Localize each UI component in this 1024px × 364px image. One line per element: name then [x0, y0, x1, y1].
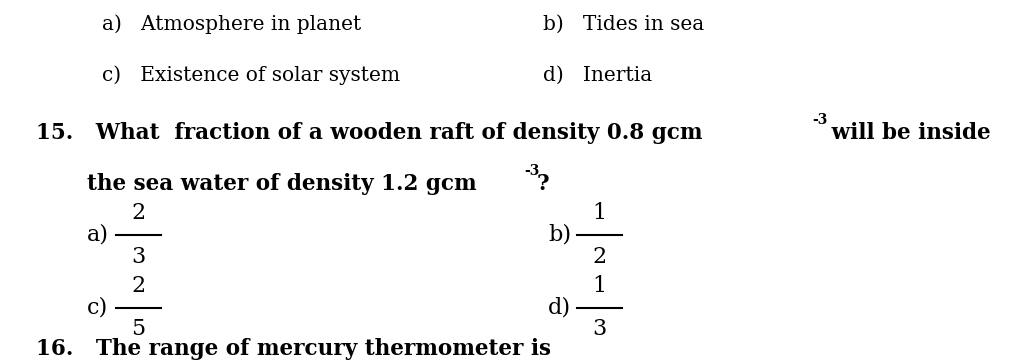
- Text: the sea water of density 1.2 gcm: the sea water of density 1.2 gcm: [87, 173, 476, 195]
- Text: -3: -3: [812, 113, 827, 127]
- Text: 2: 2: [131, 275, 145, 297]
- Text: d): d): [548, 297, 571, 318]
- Text: -3: -3: [524, 164, 540, 178]
- Text: 16.   The range of mercury thermometer is: 16. The range of mercury thermometer is: [36, 339, 551, 360]
- Text: 2: 2: [131, 202, 145, 224]
- Text: c)   Existence of solar system: c) Existence of solar system: [102, 66, 400, 85]
- Text: 3: 3: [131, 246, 145, 268]
- Text: 3: 3: [592, 318, 606, 340]
- Text: 15.   What  fraction of a wooden raft of density 0.8 gcm: 15. What fraction of a wooden raft of de…: [36, 122, 702, 144]
- Text: b): b): [548, 224, 571, 246]
- Text: 1: 1: [592, 275, 606, 297]
- Text: ?: ?: [537, 173, 549, 195]
- Text: a): a): [87, 224, 109, 246]
- Text: c): c): [87, 297, 109, 318]
- Text: 5: 5: [131, 318, 145, 340]
- Text: 1: 1: [592, 202, 606, 224]
- Text: 2: 2: [592, 246, 606, 268]
- Text: d)   Inertia: d) Inertia: [543, 66, 652, 84]
- Text: will be inside: will be inside: [824, 122, 991, 144]
- Text: a)   Atmosphere in planet: a) Atmosphere in planet: [102, 15, 361, 34]
- Text: b)   Tides in sea: b) Tides in sea: [543, 15, 703, 33]
